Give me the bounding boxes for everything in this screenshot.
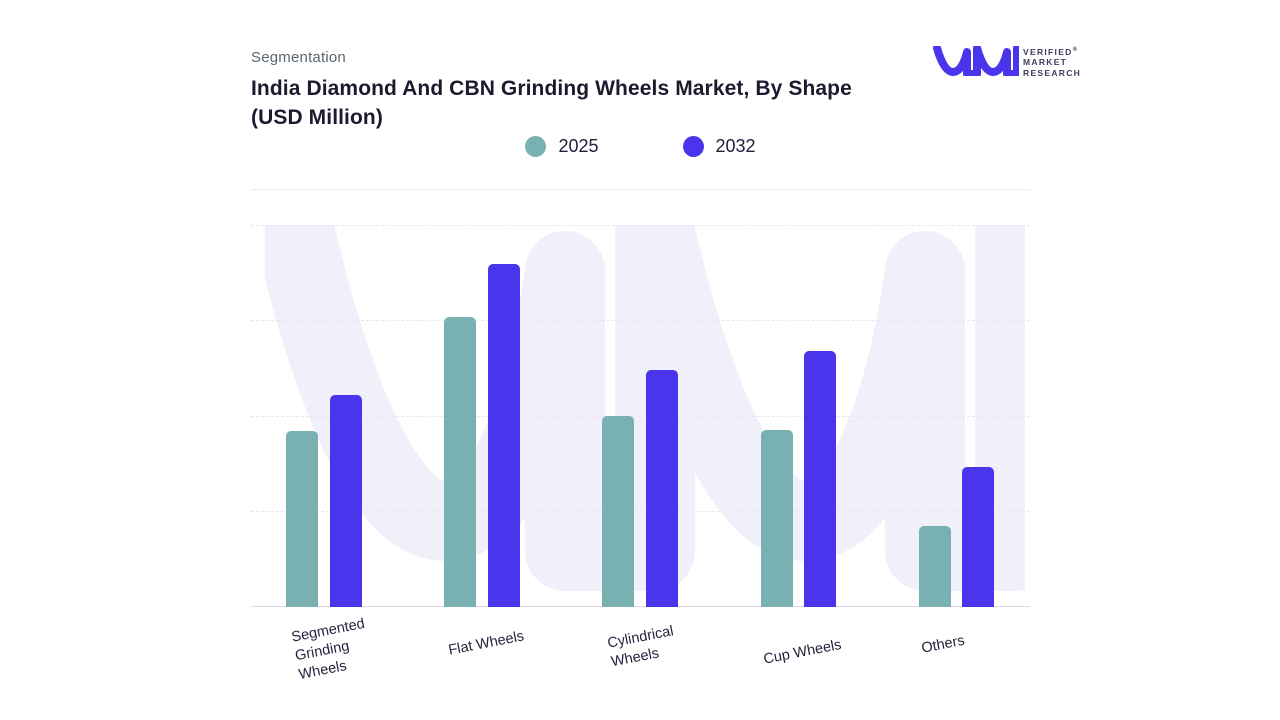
bar-2025-cup-wheels[interactable] [761,430,793,607]
legend-label-2032: 2032 [715,136,756,156]
gridline-0 [251,225,1030,227]
bar-2032-cylindrical-wheels[interactable] [646,370,678,607]
chart-title: India Diamond And CBN Grinding Wheels Ma… [251,77,852,129]
x-tick-label-cylindrical-wheels: Cylindrical Wheels [606,623,675,671]
legend-swatch-icon-2025 [525,136,547,157]
bar-2025-others[interactable] [919,526,951,607]
legend-swatch-icon-2032 [682,136,704,157]
bar-2032-segmented-grinding-wheels[interactable] [330,395,362,607]
x-tick-label-flat-wheels: Flat Wheels [447,628,526,659]
x-axis-line [251,606,1030,607]
bar-2032-cup-wheels[interactable] [804,351,836,607]
gridline-1 [251,320,1030,322]
segmentation-label: Segmentation [251,49,346,66]
bar-group-container [251,225,1030,607]
verified-market-research-logo: VERIFIED® MARKET RESEARCH [933,44,1080,81]
x-axis-labels: Segmented Grinding Wheels Flat Wheels Cy… [251,607,1030,697]
logo-wordmark: VERIFIED® MARKET RESEARCH [1023,45,1081,78]
chart-legend: 2025 2032 [251,136,1030,157]
legend-label-2025: 2025 [558,136,599,156]
logo-line-verified: VERIFIED® [1023,46,1079,57]
legend-item-2032[interactable]: 2032 [682,136,756,157]
logo-line-research: RESEARCH [1023,67,1082,78]
bar-2025-cylindrical-wheels[interactable] [602,416,634,607]
registered-mark-icon: ® [1072,47,1079,53]
logo-line-market: MARKET [1023,57,1068,68]
plot-area [251,225,1030,607]
x-tick-label-segmented-grinding-wheels: Segmented Grinding Wheels [290,615,367,683]
gridline-2 [251,416,1030,418]
bar-2032-others[interactable] [962,467,994,607]
legend-item-2025[interactable]: 2025 [525,136,599,157]
x-tick-label-cup-wheels: Cup Wheels [762,636,843,668]
gridline-3 [251,511,1030,513]
vm-logo-icon [933,44,1021,81]
bar-2032-flat-wheels[interactable] [488,264,520,607]
header-divider [251,189,1030,190]
bar-2025-segmented-grinding-wheels[interactable] [286,431,318,607]
x-tick-label-others: Others [920,632,966,657]
bar-2025-flat-wheels[interactable] [444,317,476,607]
